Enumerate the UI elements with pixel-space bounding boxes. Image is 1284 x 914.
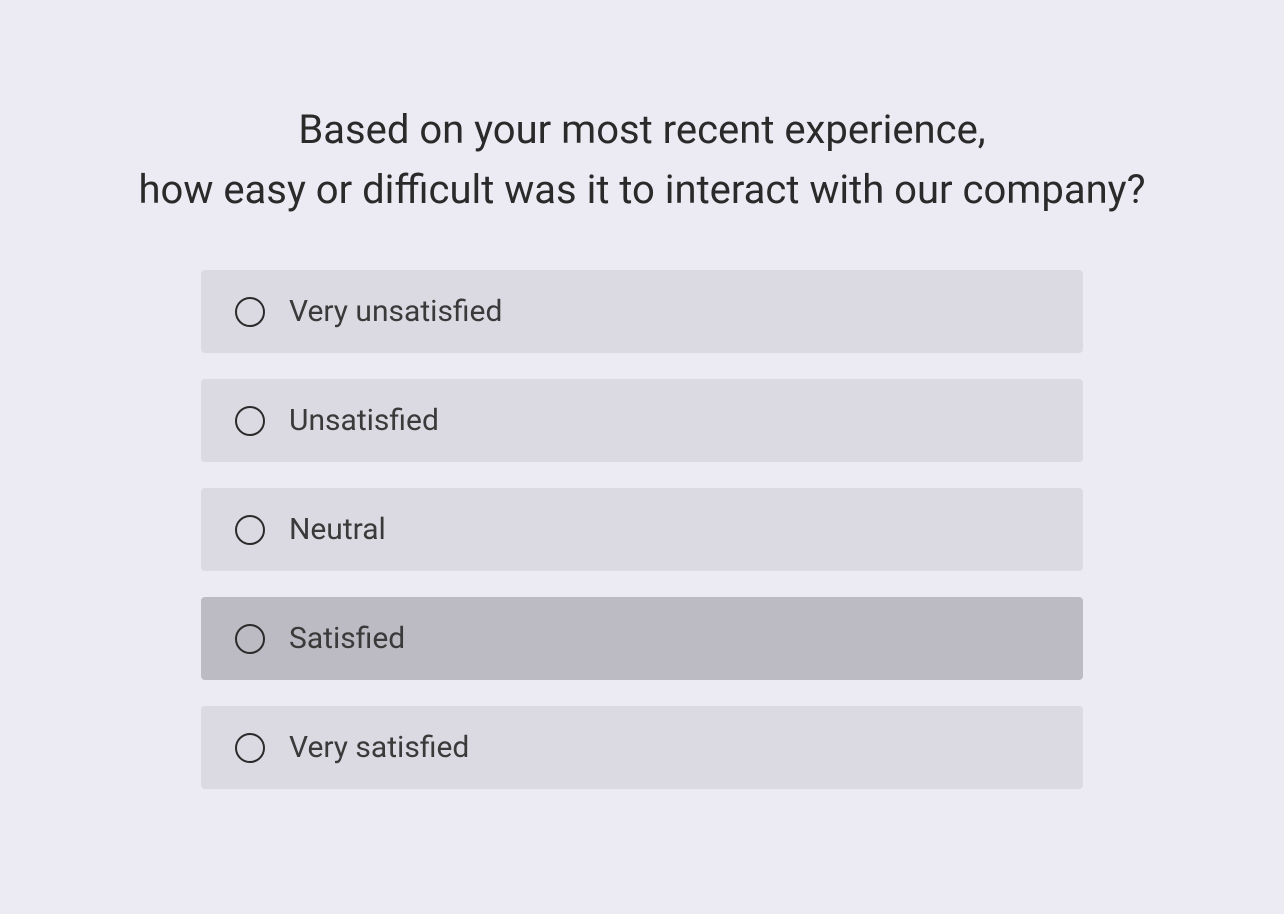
survey-question: Based on your most recent experience, ho… bbox=[139, 100, 1146, 220]
option-label: Neutral bbox=[289, 512, 386, 547]
question-line-2: how easy or difficult was it to interact… bbox=[139, 166, 1146, 213]
radio-icon bbox=[235, 515, 265, 545]
options-list: Very unsatisfied Unsatisfied Neutral Sat… bbox=[201, 270, 1083, 789]
option-very-unsatisfied[interactable]: Very unsatisfied bbox=[201, 270, 1083, 353]
option-very-satisfied[interactable]: Very satisfied bbox=[201, 706, 1083, 789]
question-line-1: Based on your most recent experience, bbox=[298, 106, 985, 153]
radio-icon bbox=[235, 406, 265, 436]
radio-icon bbox=[235, 733, 265, 763]
option-label: Very satisfied bbox=[289, 730, 469, 765]
option-label: Unsatisfied bbox=[289, 403, 439, 438]
option-satisfied[interactable]: Satisfied bbox=[201, 597, 1083, 680]
radio-icon bbox=[235, 297, 265, 327]
option-label: Satisfied bbox=[289, 621, 405, 656]
option-unsatisfied[interactable]: Unsatisfied bbox=[201, 379, 1083, 462]
option-neutral[interactable]: Neutral bbox=[201, 488, 1083, 571]
radio-icon bbox=[235, 624, 265, 654]
option-label: Very unsatisfied bbox=[289, 294, 502, 329]
